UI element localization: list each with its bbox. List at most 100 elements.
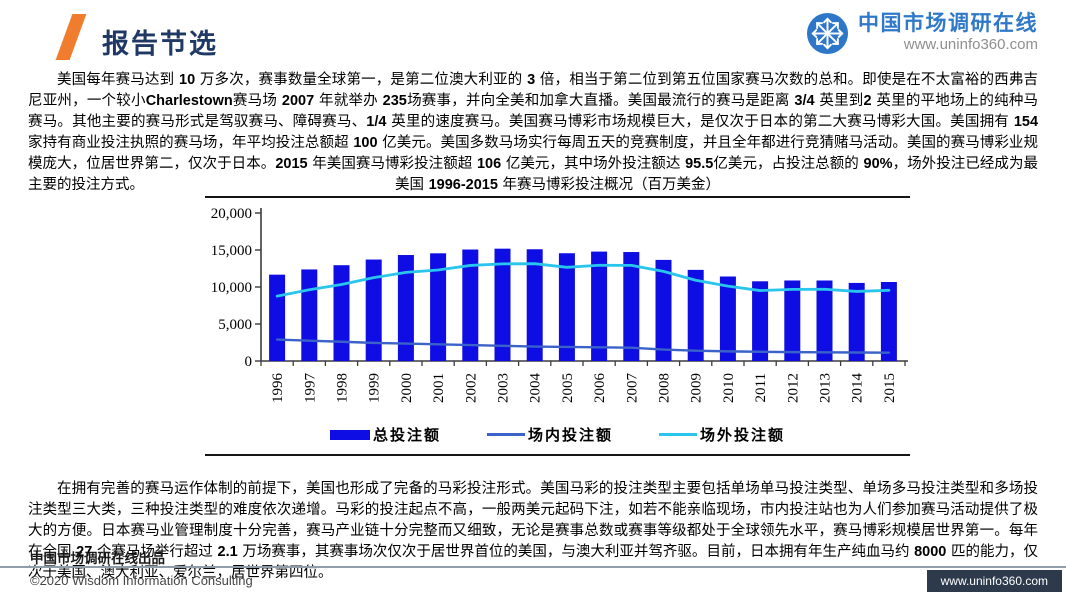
bar-2008 xyxy=(655,259,672,361)
text-run: 3 xyxy=(527,72,536,88)
bar-2001 xyxy=(430,253,447,361)
text-run: 2 xyxy=(863,93,872,109)
x-tick-label: 2004 xyxy=(528,373,544,404)
y-tick-label: 15,000 xyxy=(211,243,252,259)
x-tick-label: 2014 xyxy=(850,373,866,404)
x-tick-label: 2008 xyxy=(657,373,673,403)
page-footer: 中国市场调研在线出品 ©2020 Wisdom Information Cons… xyxy=(0,545,1066,600)
betting-volume-chart: 0 5,000 10,000 15,000 20,000 1996 1997 1998 1999… xyxy=(211,206,908,404)
text-run: 个赛马场举行超过 xyxy=(92,544,218,560)
y-tick-label: 5,000 xyxy=(218,317,252,333)
text-run: 家持有商业投注执照的赛马场，年平均投注总额超 xyxy=(28,135,354,151)
bar-2003 xyxy=(494,248,511,361)
x-tick-label: 2011 xyxy=(753,373,769,402)
text-run: 场赛事，并向全美和加拿大直播。美国最流行的赛马是距离 xyxy=(406,93,795,109)
text-run: 匹的能力，仅次于美国、澳大利亚、爱尔兰，居世界第四位。 xyxy=(28,544,1039,581)
legend-bar-swatch xyxy=(329,429,370,440)
x-tick-label: 2007 xyxy=(624,373,640,404)
bar-2004 xyxy=(526,249,543,361)
text-run: 万场赛事，其赛事场次仅次于居世界首位的美国，与澳大利亚并驾齐驱。目前，日本拥有年… xyxy=(237,544,915,560)
x-tick-label: 2001 xyxy=(431,373,447,403)
bar-2014 xyxy=(848,282,865,361)
bar-2015 xyxy=(880,282,897,361)
text-run: 10 xyxy=(179,72,196,88)
paragraph-betting-types: 在拥有完善的赛马运作体制的前提下，美国也形成了完备的马彩投注形式。美国马彩的投注… xyxy=(28,479,1038,584)
bar-2009 xyxy=(687,269,704,361)
bar-2007 xyxy=(623,252,640,361)
logo-site-name: 中国市场调研在线 xyxy=(858,12,1038,35)
text-run: 亿美元，占投注总额的 xyxy=(713,156,864,172)
site-logo[interactable]: 中国市场调研在线 www.uninfo360.com xyxy=(806,12,1038,55)
text-run: 90% xyxy=(863,156,893,172)
bar-1999 xyxy=(365,259,382,361)
orange-slash-decoration xyxy=(55,14,87,60)
text-run: 8000 xyxy=(914,544,947,560)
logo-site-url: www.uninfo360.com xyxy=(903,36,1038,53)
line-ontrack xyxy=(275,338,891,354)
text-run: 2.1 xyxy=(217,544,238,560)
snowflake-logo-icon xyxy=(806,12,849,55)
page-title: 报告节选 xyxy=(102,29,218,59)
bar-1996 xyxy=(269,274,286,361)
page-header: 报告节选 中国市场调研在线 www.uninfo360.com xyxy=(0,0,1066,66)
footer-brand: 中国市场调研在线出品 xyxy=(30,551,165,566)
logo-text: 中国市场调研在线 www.uninfo360.com xyxy=(858,12,1038,53)
legend-label-total: 总投注额 xyxy=(372,426,441,444)
text-run: 英里到 xyxy=(814,93,864,109)
text-run: 3/4 xyxy=(794,93,815,109)
text-run: ，场外投注已经成为最主要的投注方式。 xyxy=(28,156,1039,193)
x-tick-label: 1998 xyxy=(335,373,351,403)
x-tick-label: 2003 xyxy=(496,373,512,403)
text-run: 赛马场 xyxy=(232,93,282,109)
legend-label-ontrack: 场内投注额 xyxy=(527,426,613,444)
bar-2006 xyxy=(591,251,608,361)
bar-2013 xyxy=(816,280,833,361)
legend-item-offtrack: 场外投注额 xyxy=(659,424,785,445)
y-tick-label: 20,000 xyxy=(211,206,252,222)
text-run: 在拥有完善的赛马运作体制的前提下，美国也形成了完备的马彩投注形式。美国马彩的投注… xyxy=(28,481,1038,560)
x-tick-label: 2012 xyxy=(785,373,801,403)
x-tick-label: 1996 xyxy=(270,373,286,404)
bar-2005 xyxy=(558,253,575,361)
text-run: 亿美元。美国多数马场实行每周五天的竞赛制度，并且全年都进行竞猜赌马活动。美国的赛… xyxy=(28,135,1038,172)
text-run: 美国 xyxy=(394,177,429,193)
text-run: 英里的速度赛马。美国赛马博彩市场规模巨大，是仅次于日本的第二大赛马博彩大国。美国… xyxy=(386,114,1014,130)
bar-2012 xyxy=(784,280,801,361)
text-run: 100 xyxy=(353,135,378,151)
legend-item-total: 总投注额 xyxy=(329,424,441,445)
x-tick-label: 2006 xyxy=(592,373,608,404)
x-tick-label: 2009 xyxy=(689,373,705,403)
text-run: 2007 xyxy=(281,93,315,109)
x-tick-label: 1997 xyxy=(302,373,318,404)
bar-1997 xyxy=(301,269,318,361)
text-run: 亿美元，其中场外投注额达 xyxy=(501,156,686,172)
text-run: 1996-2015 xyxy=(428,177,498,193)
bar-2002 xyxy=(462,249,479,361)
legend-offtrack-line-swatch xyxy=(659,433,697,436)
text-run: 235 xyxy=(382,93,407,109)
x-tick-label: 1999 xyxy=(367,373,383,403)
line-offtrack xyxy=(275,262,891,298)
text-run: 英里的平地场上的纯种马赛马。其他主要的赛马形式是驾驭赛马、障碍赛马、 xyxy=(28,93,1039,130)
text-run: 154 xyxy=(1013,114,1039,130)
text-run: 倍，相当于第二位到第五位国家赛马次数的总和。即使是在不太富裕的西弗吉尼亚州，一个… xyxy=(28,72,1038,109)
footer-site-link[interactable]: www.uninfo360.com xyxy=(926,570,1062,592)
text-run: 年美国赛马博彩投注额超 xyxy=(307,156,477,172)
bar-2011 xyxy=(752,281,769,361)
y-tick-label: 10,000 xyxy=(211,280,252,296)
text-run: 万多次，赛事数量全球第一，是第二位澳大利亚的 xyxy=(195,72,528,88)
x-tick-label: 2005 xyxy=(560,373,576,403)
y-tick-label: 0 xyxy=(245,354,253,370)
legend-item-ontrack: 场内投注额 xyxy=(486,424,613,445)
x-tick-label: 2010 xyxy=(721,373,737,403)
bar-2010 xyxy=(719,276,736,361)
text-run: 95.5 xyxy=(685,156,714,172)
text-run: 年就举办 xyxy=(314,93,383,109)
footer-copyright: ©2020 Wisdom Information Consulting xyxy=(30,573,253,588)
paragraph-us-horse-racing: 美国每年赛马达到 10 万多次，赛事数量全球第一，是第二位澳大利亚的 3 倍，相… xyxy=(28,70,1038,196)
x-tick-label: 2002 xyxy=(463,373,479,403)
x-tick-label: 2015 xyxy=(882,373,898,403)
bar-1998 xyxy=(333,265,350,361)
text-run: 27 xyxy=(76,544,93,560)
